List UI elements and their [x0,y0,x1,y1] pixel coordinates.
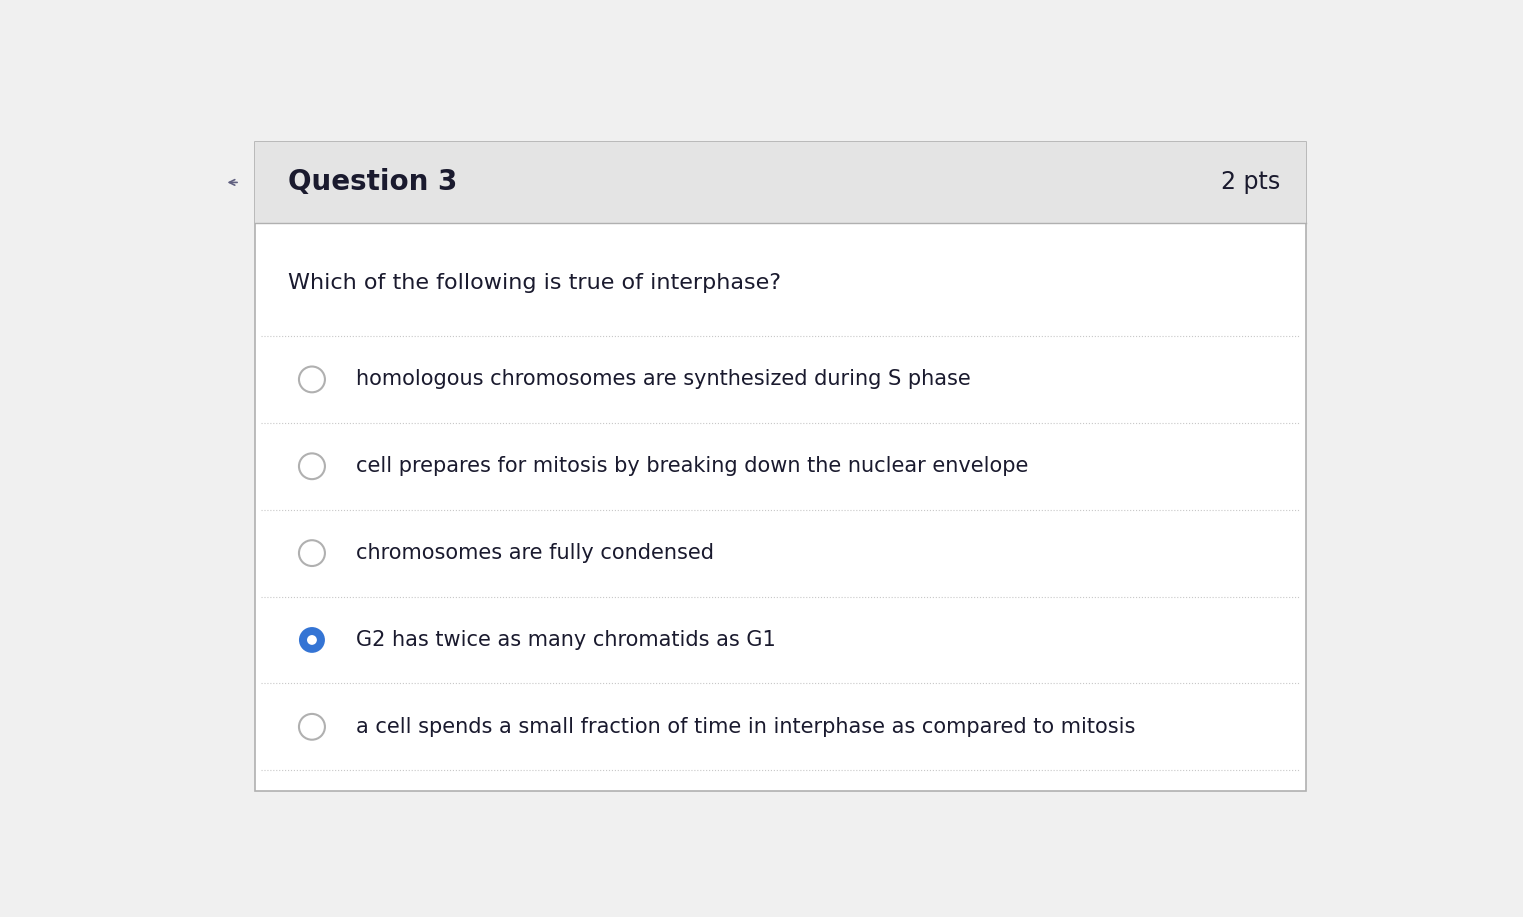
Text: G2 has twice as many chromatids as G1: G2 has twice as many chromatids as G1 [355,630,775,650]
Text: homologous chromosomes are synthesized during S phase: homologous chromosomes are synthesized d… [355,370,970,390]
Ellipse shape [299,627,324,653]
Ellipse shape [299,367,324,392]
Text: cell prepares for mitosis by breaking down the nuclear envelope: cell prepares for mitosis by breaking do… [355,457,1028,476]
Text: Question 3: Question 3 [288,169,458,196]
Bar [256,142,1305,223]
Text: chromosomes are fully condensed: chromosomes are fully condensed [355,543,714,563]
Ellipse shape [299,714,324,740]
Text: Which of the following is true of interphase?: Which of the following is true of interp… [288,273,781,293]
Text: 2 pts: 2 pts [1220,171,1279,194]
Ellipse shape [308,635,317,645]
FancyBboxPatch shape [256,142,1305,791]
Ellipse shape [299,540,324,566]
Ellipse shape [299,453,324,480]
Text: a cell spends a small fraction of time in interphase as compared to mitosis: a cell spends a small fraction of time i… [355,717,1135,737]
